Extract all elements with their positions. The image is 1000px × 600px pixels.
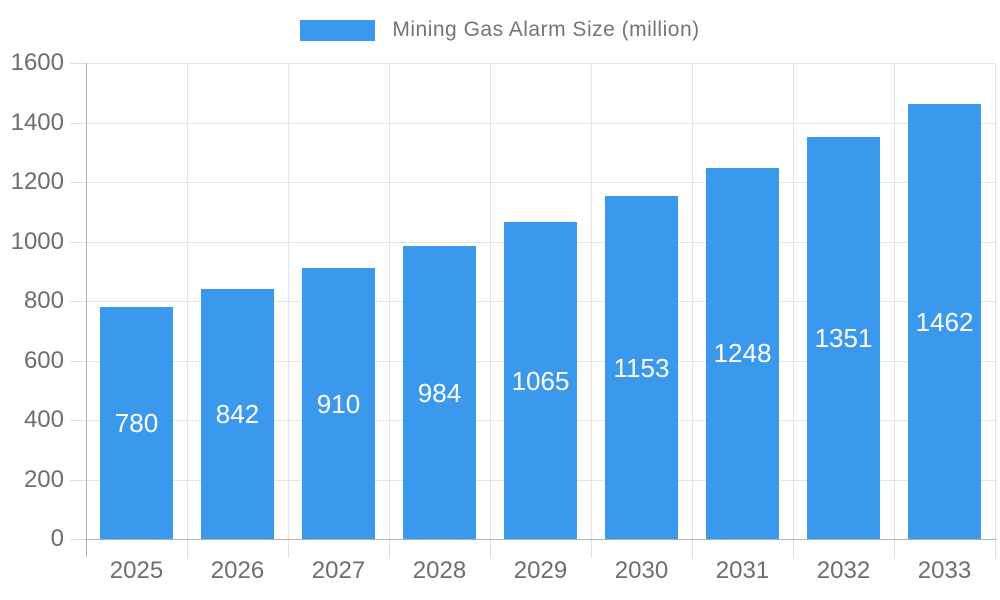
y-axis-tick: [70, 479, 86, 481]
y-tick-label: 200: [23, 465, 64, 493]
x-tick-label: 2029: [513, 557, 568, 584]
v-gridline: [187, 63, 188, 539]
bar-2030: [605, 196, 678, 539]
v-gridline: [995, 63, 996, 539]
x-tick-label: 2033: [917, 557, 972, 584]
v-gridline: [591, 63, 592, 539]
y-tick-label: 800: [23, 287, 64, 314]
h-gridline: [86, 122, 995, 124]
bar-value-label: 910: [316, 388, 361, 419]
v-gridline: [288, 63, 289, 539]
bar-2025: [100, 307, 173, 539]
h-gridline: [86, 63, 995, 64]
x-tick-label: 2026: [210, 557, 265, 584]
x-axis-tick: [490, 540, 491, 558]
plot-area: 0 200 400 600 800 1000 1200 1400 1600 780 2025 842 2…: [11, 49, 996, 584]
bar-2033: [908, 104, 981, 539]
y-axis-tick: [70, 420, 86, 421]
x-axis-tick: [995, 540, 996, 558]
y-tick-label: 1200: [10, 168, 64, 195]
bar-value-label: 984: [417, 377, 462, 408]
bar-2029: [504, 222, 577, 539]
x-axis-tick: [894, 540, 895, 558]
y-tick-label: 1400: [10, 108, 64, 136]
y-axis-tick: [70, 539, 86, 540]
x-axis-tick: [187, 540, 188, 558]
v-gridline: [490, 63, 491, 539]
bar-2026: [201, 288, 274, 539]
x-tick-label: 2030: [614, 557, 669, 584]
legend-label: Mining Gas Alarm Size (million): [392, 18, 700, 41]
y-axis-tick: [70, 241, 86, 243]
bar-2028: [403, 246, 476, 539]
x-tick-label: 2027: [311, 557, 366, 584]
legend-swatch: [300, 19, 376, 41]
x-axis-tick: [389, 540, 390, 558]
y-axis-tick: [70, 63, 86, 64]
y-axis-tick: [70, 360, 86, 362]
x-tick-label: 2028: [412, 557, 467, 584]
y-axis-tick: [70, 182, 86, 183]
y-tick-label: 0: [50, 525, 64, 552]
x-axis-tick: [692, 540, 693, 558]
bar-value-label: 780: [114, 408, 159, 438]
bar-value-label: 1065: [511, 365, 570, 396]
x-axis-tick: [793, 540, 794, 558]
bar-value-label: 1351: [814, 323, 873, 353]
bar-2031: [706, 167, 779, 539]
x-tick-label: 2025: [109, 557, 164, 584]
y-axis-tick: [70, 301, 86, 302]
v-gridline: [692, 63, 693, 539]
x-axis-tick: [288, 540, 289, 558]
y-axis-line: [86, 63, 87, 557]
legend[interactable]: Mining Gas Alarm Size (million): [0, 18, 1000, 42]
y-tick-label: 400: [23, 406, 64, 433]
bar-2027: [302, 268, 375, 539]
x-axis-line: [85, 539, 996, 540]
x-tick-label: 2032: [816, 557, 871, 584]
x-tick-label: 2031: [715, 557, 770, 584]
y-tick-label: 1000: [10, 227, 64, 255]
bar-value-label: 842: [215, 398, 260, 429]
bar-value-label: 1462: [915, 306, 974, 337]
v-gridline: [389, 63, 390, 539]
bar-value-label: 1153: [613, 352, 670, 383]
v-gridline: [793, 63, 794, 539]
y-tick-label: 1600: [10, 49, 64, 76]
y-axis-tick: [70, 122, 86, 124]
y-tick-label: 600: [23, 346, 64, 374]
x-axis-tick: [591, 540, 592, 558]
v-gridline: [894, 63, 895, 539]
h-gridline: [86, 182, 995, 183]
bar-2032: [807, 137, 880, 539]
bar-value-label: 1248: [713, 338, 772, 369]
